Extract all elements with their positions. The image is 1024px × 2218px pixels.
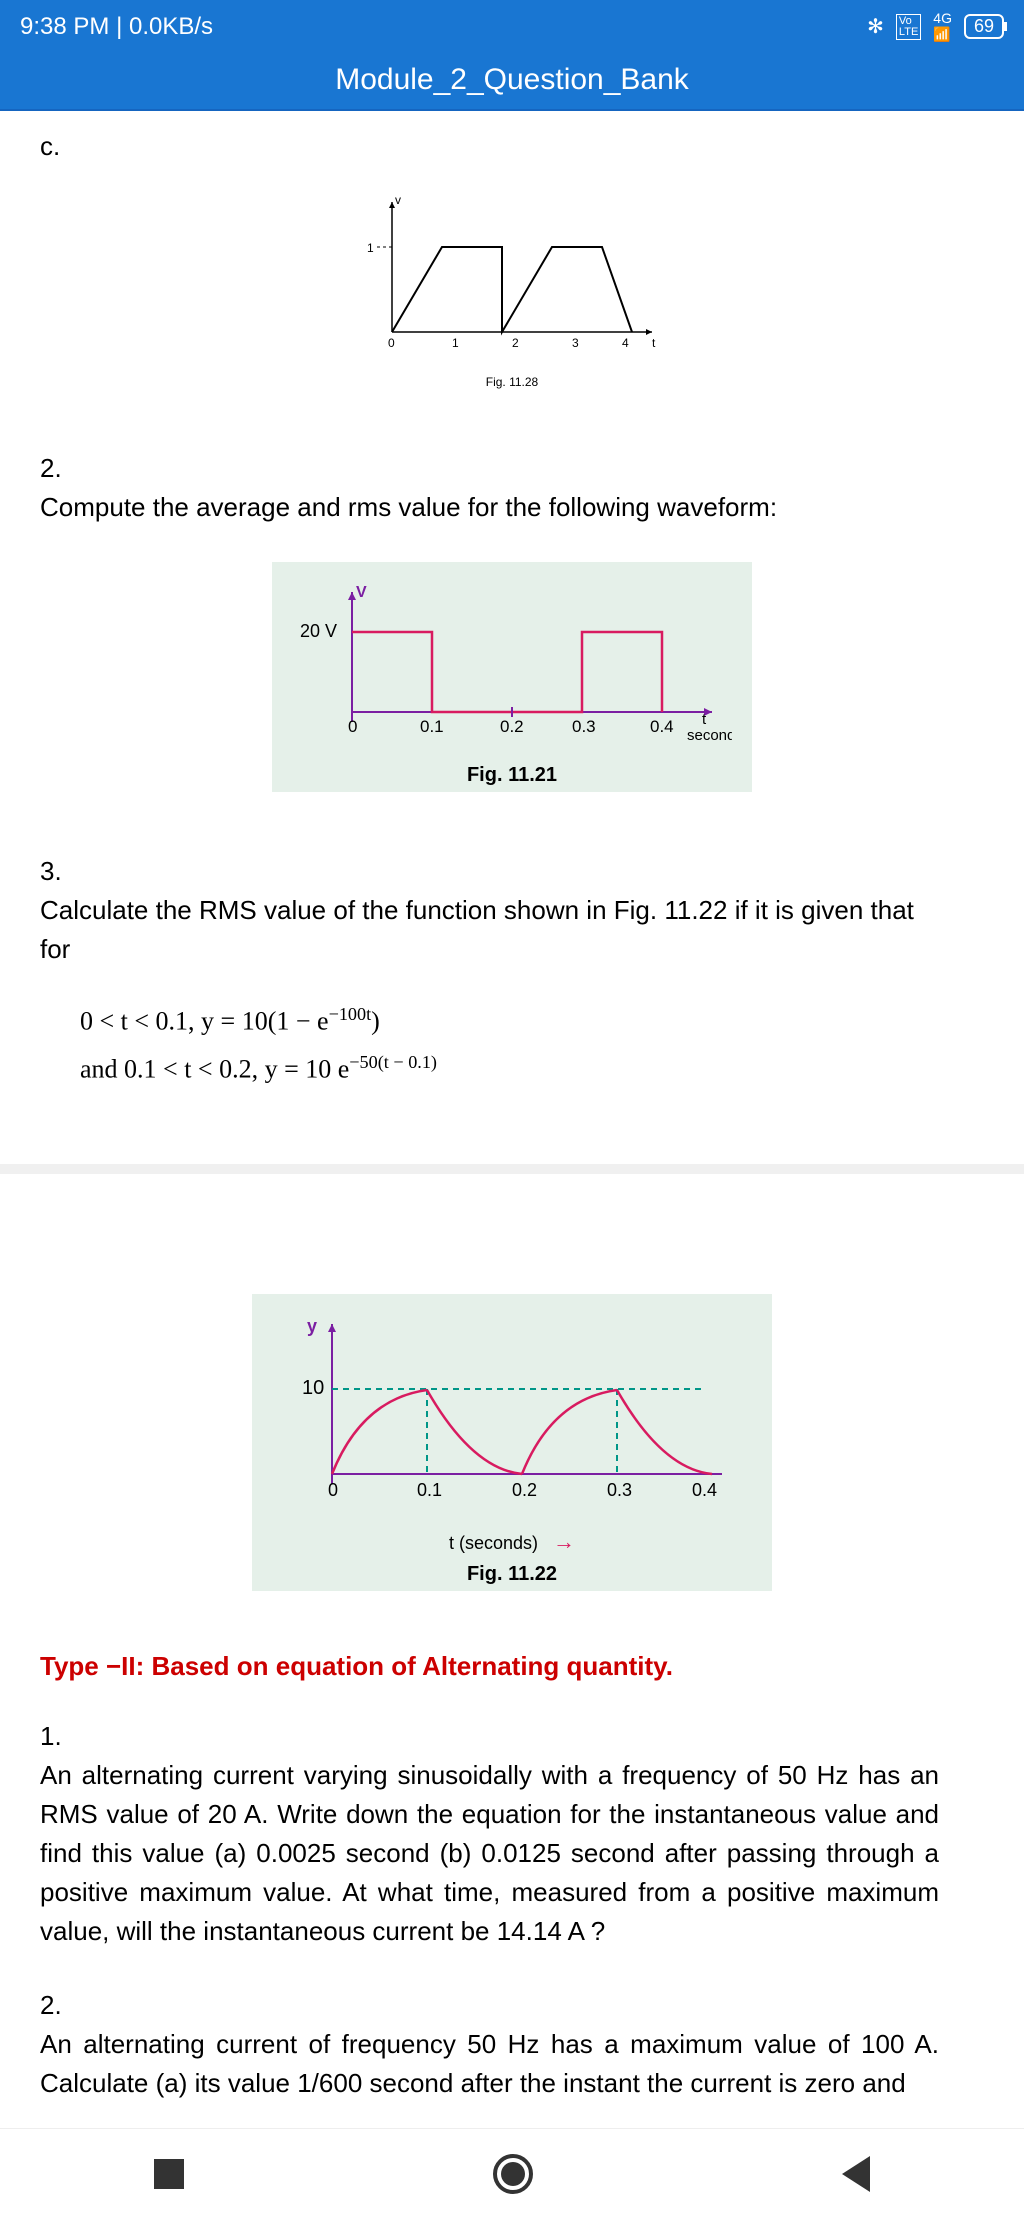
waveform-1128: v 1 0 1 2 3 4 t bbox=[352, 192, 672, 362]
q3-number: 3. bbox=[40, 852, 80, 891]
svg-text:0: 0 bbox=[348, 717, 357, 736]
status-right: ✻ VoLTE 4G📶 69 bbox=[867, 10, 1004, 43]
svg-text:0.2: 0.2 bbox=[512, 1480, 537, 1500]
svg-text:0.1: 0.1 bbox=[417, 1480, 442, 1500]
network-icon: 4G📶 bbox=[933, 10, 952, 43]
back-button[interactable] bbox=[842, 2156, 870, 2192]
t2q2-text: An alternating current of frequency 50 H… bbox=[40, 2025, 939, 2103]
question-2: 2. Compute the average and rms value for… bbox=[40, 449, 984, 527]
figure-11-28: v 1 0 1 2 3 4 t Fig. 11.28 bbox=[40, 192, 984, 389]
svg-text:0.4: 0.4 bbox=[650, 717, 674, 736]
svg-text:1: 1 bbox=[367, 241, 374, 255]
svg-text:1: 1 bbox=[452, 336, 459, 350]
svg-text:10: 10 bbox=[302, 1377, 324, 1399]
svg-text:4: 4 bbox=[622, 336, 629, 350]
t2q1-text: An alternating current varying sinusoida… bbox=[40, 1756, 939, 1951]
svg-text:V: V bbox=[356, 584, 367, 601]
svg-text:v: v bbox=[395, 193, 401, 207]
svg-text:0: 0 bbox=[388, 336, 395, 350]
battery-icon: 69 bbox=[964, 14, 1004, 39]
page-title: Module_2_Question_Bank bbox=[0, 53, 1024, 111]
svg-text:3: 3 bbox=[572, 336, 579, 350]
bluetooth-icon: ✻ bbox=[867, 14, 884, 39]
recent-apps-button[interactable] bbox=[154, 2159, 184, 2189]
type2-question-1: 1. An alternating current varying sinuso… bbox=[40, 1717, 984, 1951]
q2-number: 2. bbox=[40, 449, 80, 488]
q3-equation-2: and 0.1 < t < 0.2, y = 10 e−50(t − 0.1) bbox=[40, 1052, 984, 1085]
volte-icon: VoLTE bbox=[896, 14, 921, 40]
status-left: 9:38 PM | 0.0KB/s bbox=[20, 13, 213, 41]
type-2-header: Type −II: Based on equation of Alternati… bbox=[40, 1651, 984, 1682]
svg-text:0.3: 0.3 bbox=[607, 1480, 632, 1500]
svg-text:seconds: seconds bbox=[687, 727, 732, 742]
svg-text:20 V: 20 V bbox=[300, 621, 337, 641]
q2-text: Compute the average and rms value for th… bbox=[40, 488, 939, 527]
svg-text:2: 2 bbox=[512, 336, 519, 350]
time-text: 9:38 PM bbox=[20, 13, 109, 40]
svg-text:0: 0 bbox=[328, 1480, 338, 1500]
android-nav-bar bbox=[0, 2128, 1024, 2218]
q3-equation-1: 0 < t < 0.1, y = 10(1 − e−100t) bbox=[40, 1004, 984, 1037]
svg-text:0.3: 0.3 bbox=[572, 717, 596, 736]
type2-question-2: 2. An alternating current of frequency 5… bbox=[40, 1986, 984, 2103]
fig-1122-xlabel: t (seconds) → bbox=[272, 1529, 752, 1555]
home-button[interactable] bbox=[493, 2154, 533, 2194]
fig-1122-caption: Fig. 11.22 bbox=[272, 1563, 752, 1586]
status-bar: 9:38 PM | 0.0KB/s ✻ VoLTE 4G📶 69 bbox=[0, 0, 1024, 53]
speed-text: 0.0KB/s bbox=[129, 13, 213, 40]
item-c-label: c. bbox=[40, 131, 984, 162]
svg-text:y: y bbox=[307, 1316, 317, 1336]
svg-text:0.2: 0.2 bbox=[500, 717, 524, 736]
page-separator bbox=[0, 1164, 1024, 1174]
waveform-1122: y 10 0 0.1 0.2 0.3 0.4 bbox=[272, 1314, 752, 1514]
figure-11-22: y 10 0 0.1 0.2 0.3 0.4 t (seconds) bbox=[40, 1294, 984, 1591]
waveform-1121: V 20 V 0 0.1 0.2 0.3 0.4 t seconds bbox=[292, 582, 732, 742]
q3-text: Calculate the RMS value of the function … bbox=[40, 891, 939, 969]
svg-text:t: t bbox=[652, 336, 656, 350]
fig-1128-caption: Fig. 11.28 bbox=[40, 375, 984, 389]
svg-text:0.4: 0.4 bbox=[692, 1480, 717, 1500]
figure-11-21: V 20 V 0 0.1 0.2 0.3 0.4 t seconds Fig. … bbox=[40, 562, 984, 792]
document-content: c. v 1 0 1 2 3 4 t Fig. 11.28 2. Compute… bbox=[0, 111, 1024, 2158]
fig-1121-caption: Fig. 11.21 bbox=[292, 764, 732, 787]
svg-text:0.1: 0.1 bbox=[420, 717, 444, 736]
question-3: 3. Calculate the RMS value of the functi… bbox=[40, 852, 984, 969]
t2q2-number: 2. bbox=[40, 1986, 80, 2025]
t2q1-number: 1. bbox=[40, 1717, 80, 1756]
